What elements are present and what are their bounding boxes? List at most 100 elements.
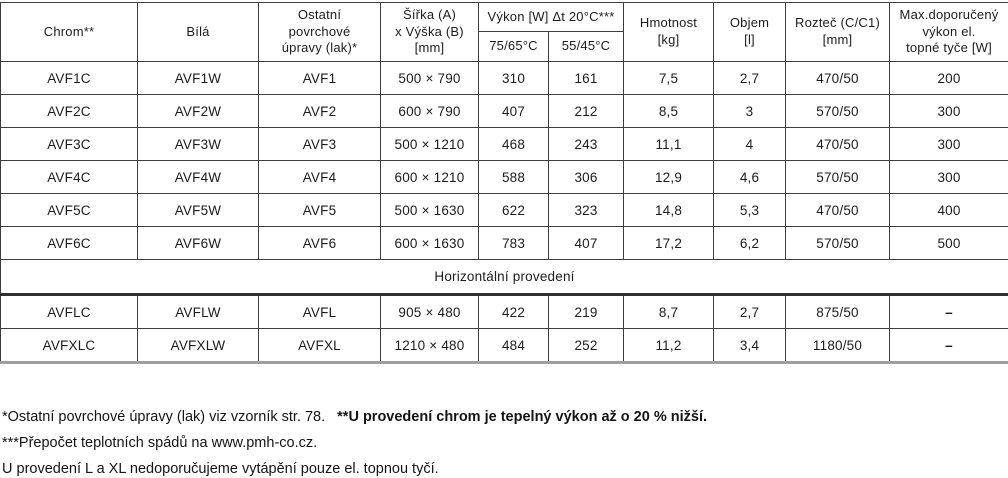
table-cell: 3,4 <box>714 329 786 363</box>
table-cell: AVF1 <box>259 62 381 95</box>
table-cell: AVF2C <box>1 95 138 128</box>
table-cell: 6,2 <box>714 227 786 260</box>
table-cell: 470/50 <box>786 128 890 161</box>
table-cell: AVFLC <box>1 295 138 329</box>
table-cell: AVF4 <box>259 161 381 194</box>
table-cell: AVF5 <box>259 194 381 227</box>
table-cell: AVF6W <box>138 227 259 260</box>
table-cell: 212 <box>549 95 624 128</box>
table-cell: AVF5W <box>138 194 259 227</box>
table-cell: – <box>890 329 1008 363</box>
table-cell: 407 <box>549 227 624 260</box>
footnotes: *Ostatní povrchové úpravy (lak) viz vzor… <box>0 408 1008 478</box>
table-cell: 11,1 <box>624 128 714 161</box>
table-cell: 600 × 1210 <box>381 161 479 194</box>
table-cell: 468 <box>479 128 549 161</box>
table-cell: 570/50 <box>786 95 890 128</box>
table-cell: 500 × 1630 <box>381 194 479 227</box>
table-cell: 470/50 <box>786 62 890 95</box>
table-cell: AVF3C <box>1 128 138 161</box>
footnote-2: ***Přepočet teplotních spádů na www.pmh-… <box>2 434 1008 452</box>
table-cell: 14,8 <box>624 194 714 227</box>
footnote-3: U provedení L a XL nedoporučujeme vytápě… <box>2 460 1008 478</box>
section-row-horizontal: Horizontální provedení <box>1 260 1008 295</box>
table-cell: 905 × 480 <box>381 295 479 329</box>
table-cell: AVFXLW <box>138 329 259 363</box>
table-cell: 5,3 <box>714 194 786 227</box>
footnote-1: *Ostatní povrchové úpravy (lak) viz vzor… <box>2 408 1008 426</box>
footnote-1-bold: **U provedení chrom je tepelný výkon až … <box>337 409 707 425</box>
table-cell: AVF4W <box>138 161 259 194</box>
col-header-vykon-55-45: 55/45°C <box>549 32 624 62</box>
col-header-ostatni-upravy: Ostatní povrchové úpravy (lak)* <box>259 3 381 62</box>
table-cell: 243 <box>549 128 624 161</box>
table-cell: 12,9 <box>624 161 714 194</box>
table-cell: 600 × 1630 <box>381 227 479 260</box>
table-cell: 7,5 <box>624 62 714 95</box>
table-cell: AVF3W <box>138 128 259 161</box>
table-cell: 875/50 <box>786 295 890 329</box>
col-header-objem: Objem [l] <box>714 3 786 62</box>
col-header-vykon-75-65: 75/65°C <box>479 32 549 62</box>
table-cell: AVF2 <box>259 95 381 128</box>
table-cell: AVF6C <box>1 227 138 260</box>
spec-table: Chrom** Bílá Ostatní povrchové úpravy (l… <box>0 2 1008 364</box>
table-cell: AVF4C <box>1 161 138 194</box>
table-cell: 622 <box>479 194 549 227</box>
col-header-chrom: Chrom** <box>1 3 138 62</box>
table-cell: 588 <box>479 161 549 194</box>
table-cell: AVF2W <box>138 95 259 128</box>
table-cell: 500 × 790 <box>381 62 479 95</box>
table-cell: 8,7 <box>624 295 714 329</box>
table-cell: 8,5 <box>624 95 714 128</box>
table-cell: 4 <box>714 128 786 161</box>
table-cell: 407 <box>479 95 549 128</box>
col-header-hmotnost: Hmotnost [kg] <box>624 3 714 62</box>
table-cell: 300 <box>890 161 1008 194</box>
table-cell: – <box>890 295 1008 329</box>
table-cell: 422 <box>479 295 549 329</box>
table-cell: 2,7 <box>714 62 786 95</box>
table-cell: 600 × 790 <box>381 95 479 128</box>
table-cell: 500 × 1210 <box>381 128 479 161</box>
col-header-vykon: Výkon [W] Δt 20°C*** <box>479 3 624 32</box>
table-cell: AVF1W <box>138 62 259 95</box>
table-cell: AVF3 <box>259 128 381 161</box>
table-cell: 11,2 <box>624 329 714 363</box>
table-cell: AVFXL <box>259 329 381 363</box>
table-cell: 310 <box>479 62 549 95</box>
table-cell: 484 <box>479 329 549 363</box>
table-cell: 200 <box>890 62 1008 95</box>
table-cell: 219 <box>549 295 624 329</box>
section-label: Horizontální provedení <box>1 260 1008 295</box>
table-cell: AVF5C <box>1 194 138 227</box>
table-cell: 570/50 <box>786 161 890 194</box>
col-header-roztec: Rozteč (C/C1) [mm] <box>786 3 890 62</box>
table-cell: 470/50 <box>786 194 890 227</box>
table-cell: 252 <box>549 329 624 363</box>
col-header-max-vykon: Max.doporučený výkon el. topné tyče [W] <box>890 3 1008 62</box>
table-cell: AVFL <box>259 295 381 329</box>
table-cell: AVF6 <box>259 227 381 260</box>
col-header-sirka-vyska: Šířka (A) x Výška (B) [mm] <box>381 3 479 62</box>
table-cell: 2,7 <box>714 295 786 329</box>
table-cell: 1180/50 <box>786 329 890 363</box>
table-cell: 500 <box>890 227 1008 260</box>
table-cell: AVFXLC <box>1 329 138 363</box>
table-cell: 300 <box>890 128 1008 161</box>
table-cell: AVFLW <box>138 295 259 329</box>
table-cell: AVF1C <box>1 62 138 95</box>
table-cell: 161 <box>549 62 624 95</box>
table-cell: 783 <box>479 227 549 260</box>
header-row-1: Chrom** Bílá Ostatní povrchové úpravy (l… <box>1 3 1008 32</box>
table-cell: 3 <box>714 95 786 128</box>
col-header-bila: Bílá <box>138 3 259 62</box>
table-cell: 1210 × 480 <box>381 329 479 363</box>
